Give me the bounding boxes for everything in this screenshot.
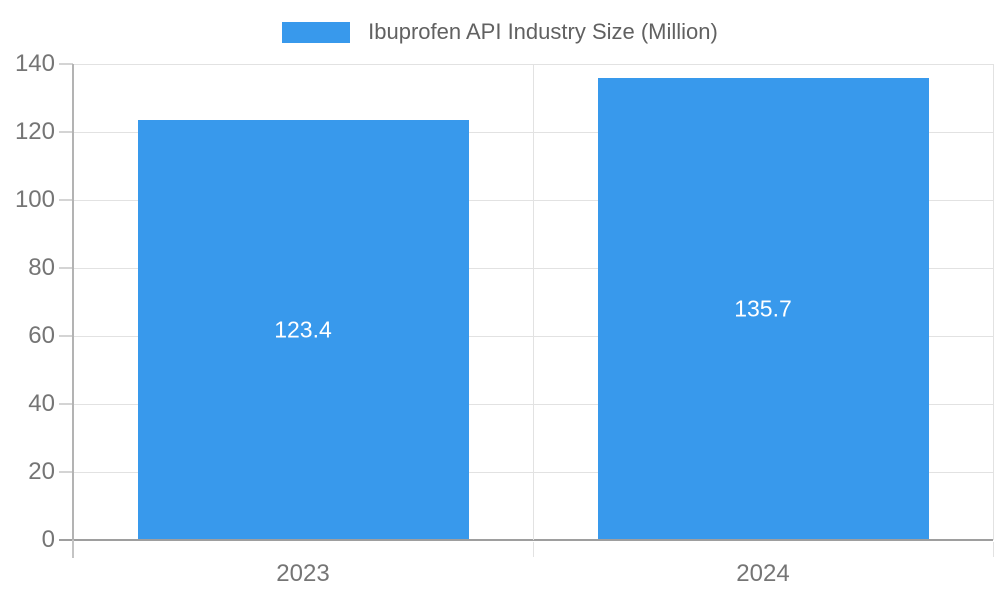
- bar-value-label: 135.7: [734, 295, 792, 322]
- vertical-gridline: [993, 63, 994, 540]
- bar-2024[interactable]: [597, 78, 929, 540]
- x-axis-baseline: [59, 538, 993, 541]
- y-axis-tick-label: 60: [28, 321, 55, 349]
- bar-2023[interactable]: [137, 119, 469, 540]
- y-axis-line: [72, 63, 74, 540]
- y-axis-tick-label: 140: [14, 49, 55, 77]
- y-axis-tick: [59, 62, 73, 65]
- y-axis-tick: [59, 198, 73, 201]
- y-axis-tick: [59, 470, 73, 473]
- x-axis-tick: [533, 541, 534, 557]
- y-axis-tick-label: 120: [14, 117, 55, 145]
- y-axis-tick-label: 100: [14, 185, 55, 213]
- y-axis-tick: [59, 130, 73, 133]
- x-axis-category-label: 2023: [276, 559, 330, 587]
- x-axis-category-label: 2024: [736, 559, 790, 587]
- y-axis-line-tick: [72, 539, 74, 558]
- legend-swatch: [282, 21, 351, 43]
- y-axis-tick-label: 80: [28, 253, 55, 281]
- y-axis-tick: [59, 266, 73, 269]
- y-axis-tick-label: 20: [28, 457, 55, 485]
- legend-label: Ibuprofen API Industry Size (Million): [368, 19, 718, 44]
- y-axis-tick-label: 0: [41, 525, 55, 553]
- bar-value-label: 123.4: [274, 316, 332, 343]
- vertical-gridline: [533, 63, 534, 540]
- y-axis-tick-label: 40: [28, 389, 55, 417]
- y-axis-tick: [59, 402, 73, 405]
- legend[interactable]: Ibuprofen API Industry Size (Million): [0, 17, 1000, 47]
- x-axis-tick: [993, 541, 994, 557]
- y-axis-tick: [59, 334, 73, 337]
